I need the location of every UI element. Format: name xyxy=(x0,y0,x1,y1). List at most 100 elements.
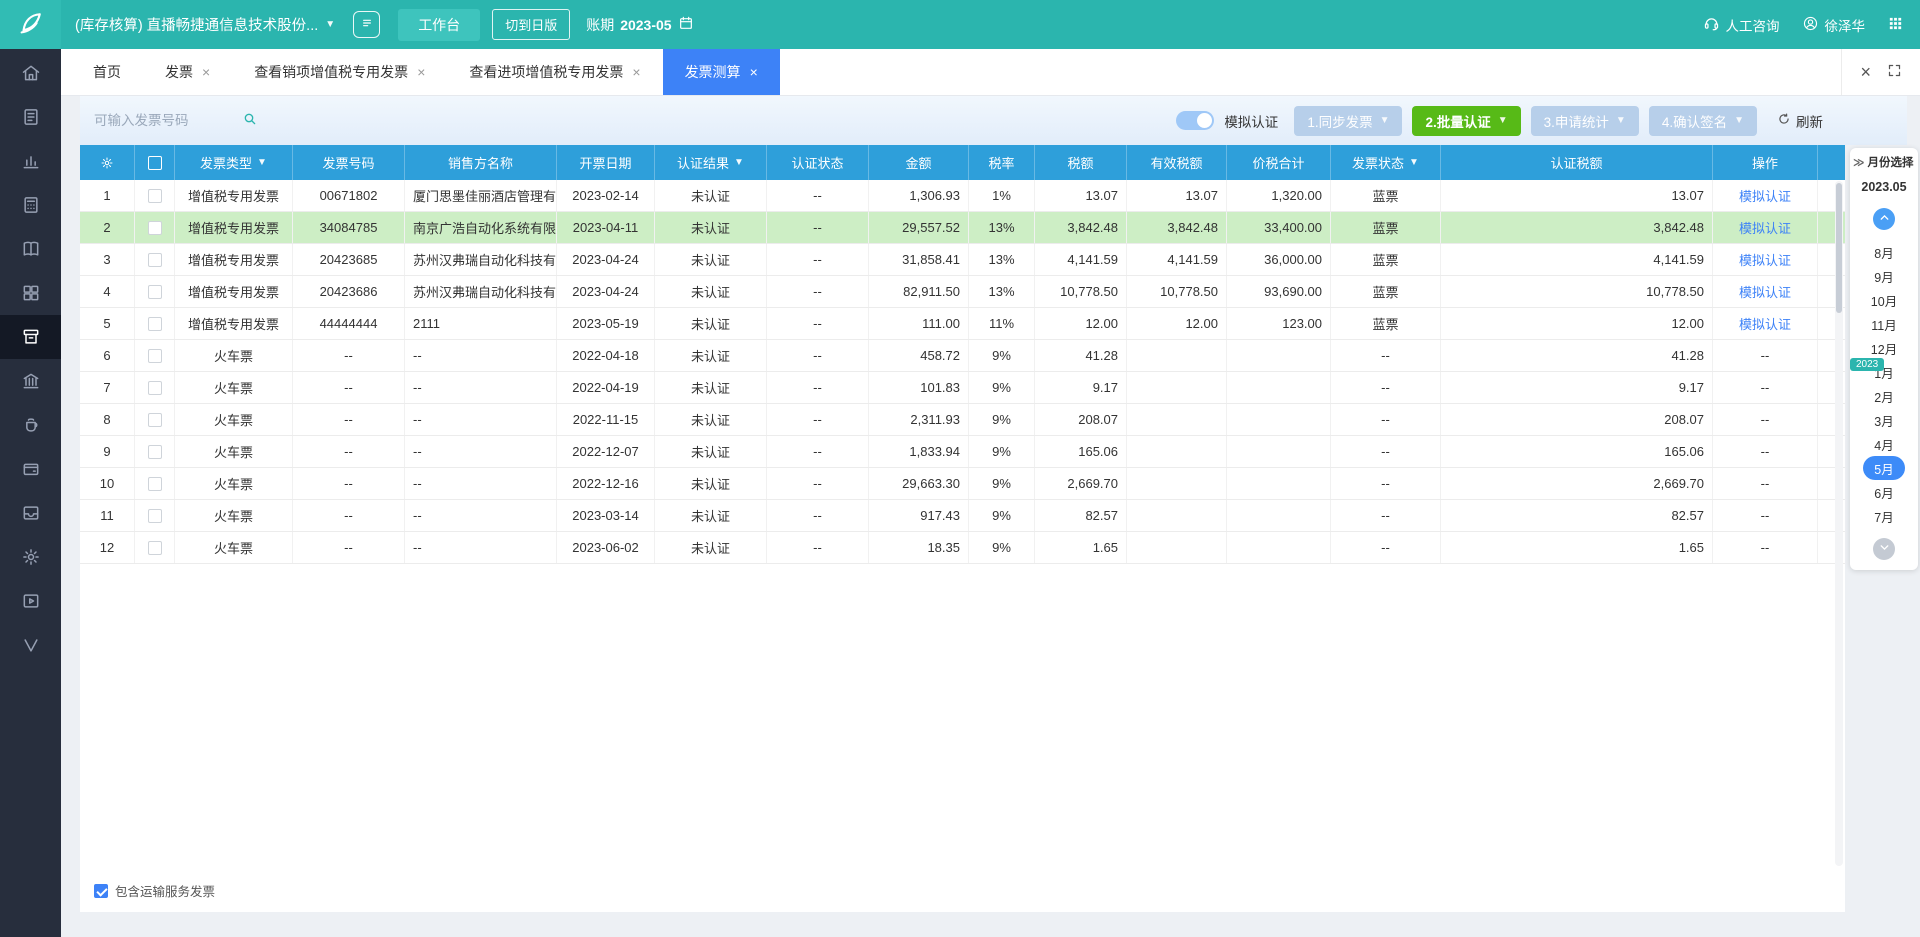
simulate-auth-toggle[interactable] xyxy=(1176,111,1215,130)
company-selector[interactable]: (库存核算) 直播畅捷通信息技术股份... ▼ xyxy=(75,14,335,35)
table-row[interactable]: 9 火车票 -- -- 2022-12-07 未认证 -- 1,833.94 9% 165.06-… xyxy=(80,436,1845,468)
month-item-11月[interactable]: 11月 xyxy=(1871,318,1897,333)
transport-invoice-checkbox[interactable] xyxy=(94,883,108,898)
user-menu[interactable]: 徐泽华 xyxy=(1802,15,1865,35)
month-item-2月[interactable]: 2月 xyxy=(1874,390,1894,405)
row-checkbox[interactable] xyxy=(147,348,162,363)
sidebar-item-calculator-icon[interactable] xyxy=(0,183,61,227)
row-checkbox[interactable] xyxy=(147,540,162,555)
scrollbar-thumb[interactable] xyxy=(1836,183,1842,313)
row-checkbox[interactable] xyxy=(147,476,162,491)
sidebar-item-check-icon[interactable] xyxy=(0,623,61,667)
fullscreen-icon[interactable] xyxy=(1887,63,1902,81)
sidebar-item-home-icon[interactable] xyxy=(0,51,61,95)
tab-1[interactable]: 发票 × xyxy=(143,49,232,95)
simulate-auth-link[interactable]: 模拟认证 xyxy=(1738,221,1791,236)
sidebar-item-chart-icon[interactable] xyxy=(0,139,61,183)
tab-2[interactable]: 查看销项增值税专用发票 × xyxy=(232,49,447,95)
search-icon[interactable] xyxy=(242,111,258,130)
cell-result: 未认证 xyxy=(655,500,767,531)
row-checkbox[interactable] xyxy=(147,284,162,299)
refresh-button[interactable]: 刷新 xyxy=(1777,111,1823,131)
sidebar-item-ledger-icon[interactable] xyxy=(0,95,61,139)
app-logo[interactable] xyxy=(0,0,61,49)
sidebar-item-book-icon[interactable] xyxy=(0,227,61,271)
table-row[interactable]: 12 火车票 -- -- 2023-06-02 未认证 -- 18.35 9% 1.65 -- 1.6… xyxy=(80,532,1845,564)
month-item-4月[interactable]: 4月 xyxy=(1874,438,1894,453)
cell-result: 未认证 xyxy=(655,308,767,339)
column-header-invoice_status[interactable]: 发票状态 ▼ xyxy=(1331,145,1441,180)
tab-close-icon[interactable]: × xyxy=(417,64,426,80)
row-checkbox[interactable] xyxy=(147,188,162,203)
column-header-result[interactable]: 认证结果 ▼ xyxy=(655,145,767,180)
table-row[interactable]: 6 火车票 -- -- 2022-04-18 未认证 -- 458.72 9% 41.28 -- 41… xyxy=(80,340,1845,372)
sidebar-item-teapot-icon[interactable] xyxy=(0,403,61,447)
column-settings-gear-icon[interactable] xyxy=(80,145,135,180)
row-checkbox[interactable] xyxy=(147,508,162,523)
sidebar-item-settings-icon[interactable] xyxy=(0,535,61,579)
table-row[interactable]: 7 火车票 -- -- 2022-04-19 未认证 -- 101.83 9% 9.17 -- 9.1… xyxy=(80,372,1845,404)
search-input[interactable] xyxy=(94,113,234,128)
month-item-5月[interactable]: 5月 xyxy=(1863,456,1905,480)
step-button-3[interactable]: 3.申请统计 ▼ xyxy=(1530,105,1639,136)
close-all-tabs-icon[interactable]: × xyxy=(1860,61,1871,82)
scroll-months-down-button[interactable] xyxy=(1873,538,1895,560)
tab-4[interactable]: 发票测算 × xyxy=(662,49,780,95)
row-checkbox[interactable] xyxy=(147,444,162,459)
apps-grid-button[interactable] xyxy=(1887,15,1904,35)
workbench-button[interactable]: 工作台 xyxy=(398,8,481,41)
table-row[interactable]: 10 火车票 -- -- 2022-12-16 未认证 -- 29,663.30 9% 2,669… xyxy=(80,468,1845,500)
step-button-4[interactable]: 4.确认签名 ▼ xyxy=(1648,105,1757,136)
month-item-7月[interactable]: 7月 xyxy=(1874,510,1894,525)
tab-close-icon[interactable]: × xyxy=(632,64,641,80)
cell-tax_rate: 9% xyxy=(969,468,1035,499)
row-checkbox[interactable] xyxy=(147,412,162,427)
table-row[interactable]: 5 增值税专用发票 44444444 2111 2023-05-19 未认证 -- 111.0… xyxy=(80,308,1845,340)
simulate-auth-link[interactable]: 模拟认证 xyxy=(1738,285,1791,300)
simulate-auth-link[interactable]: 模拟认证 xyxy=(1738,317,1791,332)
column-header-type[interactable]: 发票类型 ▼ xyxy=(175,145,293,180)
cell-auth_tax: 4,141.59 xyxy=(1441,244,1713,275)
table-row[interactable]: 3 增值税专用发票 20423685 苏州汉弗瑞自动化科技有限 2023-04-24 未认… xyxy=(80,244,1845,276)
row-checkbox[interactable] xyxy=(147,380,162,395)
month-item-8月[interactable]: 8月 xyxy=(1874,246,1894,261)
sidebar-item-wallet-icon[interactable] xyxy=(0,447,61,491)
month-item-6月[interactable]: 6月 xyxy=(1874,486,1894,501)
select-all-checkbox[interactable] xyxy=(147,155,162,170)
month-item-9月[interactable]: 9月 xyxy=(1874,270,1894,285)
table-row[interactable]: 8 火车票 -- -- 2022-11-15 未认证 -- 2,311.93 9% 208.07-… xyxy=(80,404,1845,436)
simulate-auth-link[interactable]: 模拟认证 xyxy=(1738,253,1791,268)
month-item-10月[interactable]: 10月 xyxy=(1870,294,1898,309)
cell-date: 2023-02-14 xyxy=(557,180,655,211)
table-row[interactable]: 11 火车票 -- -- 2023-03-14 未认证 -- 917.43 9% 82.57 -- 8… xyxy=(80,500,1845,532)
month-item-3月[interactable]: 3月 xyxy=(1874,414,1894,429)
sidebar-item-drawer-icon[interactable] xyxy=(0,491,61,535)
table-scrollbar[interactable] xyxy=(1835,181,1843,866)
period-value[interactable]: 2023-05 xyxy=(620,16,672,33)
row-checkbox[interactable] xyxy=(147,252,162,267)
tab-label: 首页 xyxy=(93,64,121,80)
sidebar-item-bank-icon[interactable] xyxy=(0,359,61,403)
row-checkbox[interactable] xyxy=(147,316,162,331)
step-button-1[interactable]: 1.同步发票 ▼ xyxy=(1294,105,1403,136)
switch-version-button[interactable]: 切到日版 xyxy=(492,9,571,40)
tab-close-icon[interactable]: × xyxy=(202,64,211,80)
bill-shortcut-button[interactable] xyxy=(353,11,381,38)
table-row[interactable]: 4 增值税专用发票 20423686 苏州汉弗瑞自动化科技有限 2023-04-24 未认… xyxy=(80,276,1845,308)
sidebar-item-media-icon[interactable] xyxy=(0,579,61,623)
sidebar-item-modules-icon[interactable] xyxy=(0,271,61,315)
tab-3[interactable]: 查看进项增值税专用发票 × xyxy=(447,49,662,95)
table-row[interactable]: 2 增值税专用发票 34084785 南京广浩自动化系统有限责 2023-04-11 未认… xyxy=(80,212,1845,244)
table-row[interactable]: 1 增值税专用发票 00671802 厦门思墨佳丽酒店管理有限 2023-02-14 未认… xyxy=(80,180,1845,212)
sidebar-item-archive-icon[interactable] xyxy=(0,315,61,359)
support-button[interactable]: 人工咨询 xyxy=(1703,15,1780,35)
scroll-months-up-button[interactable] xyxy=(1873,208,1895,230)
simulate-auth-link[interactable]: 模拟认证 xyxy=(1738,189,1791,204)
calendar-icon[interactable] xyxy=(678,15,694,34)
row-checkbox[interactable] xyxy=(147,220,162,235)
month-item-12月[interactable]: 12月 xyxy=(1870,342,1898,357)
step-button-2[interactable]: 2.批量认证 ▼ xyxy=(1412,105,1521,136)
tab-close-icon[interactable]: × xyxy=(749,64,758,80)
collapse-panel-icon[interactable]: ≫ xyxy=(1853,156,1865,169)
tab-0[interactable]: 首页 xyxy=(71,49,143,95)
